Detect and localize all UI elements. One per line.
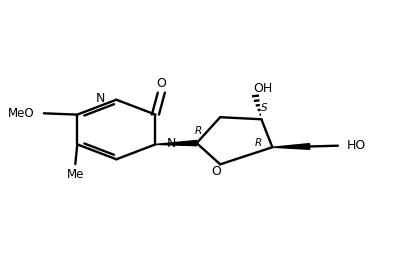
Text: N: N <box>96 92 105 105</box>
Text: OH: OH <box>254 82 273 95</box>
Text: HO: HO <box>347 139 366 152</box>
Text: R: R <box>255 138 262 148</box>
Text: Me: Me <box>67 168 84 182</box>
Polygon shape <box>156 141 197 146</box>
Text: S: S <box>261 103 268 113</box>
Text: N: N <box>166 136 176 150</box>
Text: O: O <box>156 77 166 90</box>
Text: R: R <box>195 126 202 136</box>
Polygon shape <box>272 144 310 149</box>
Text: O: O <box>211 165 221 178</box>
Text: MeO: MeO <box>7 107 34 120</box>
